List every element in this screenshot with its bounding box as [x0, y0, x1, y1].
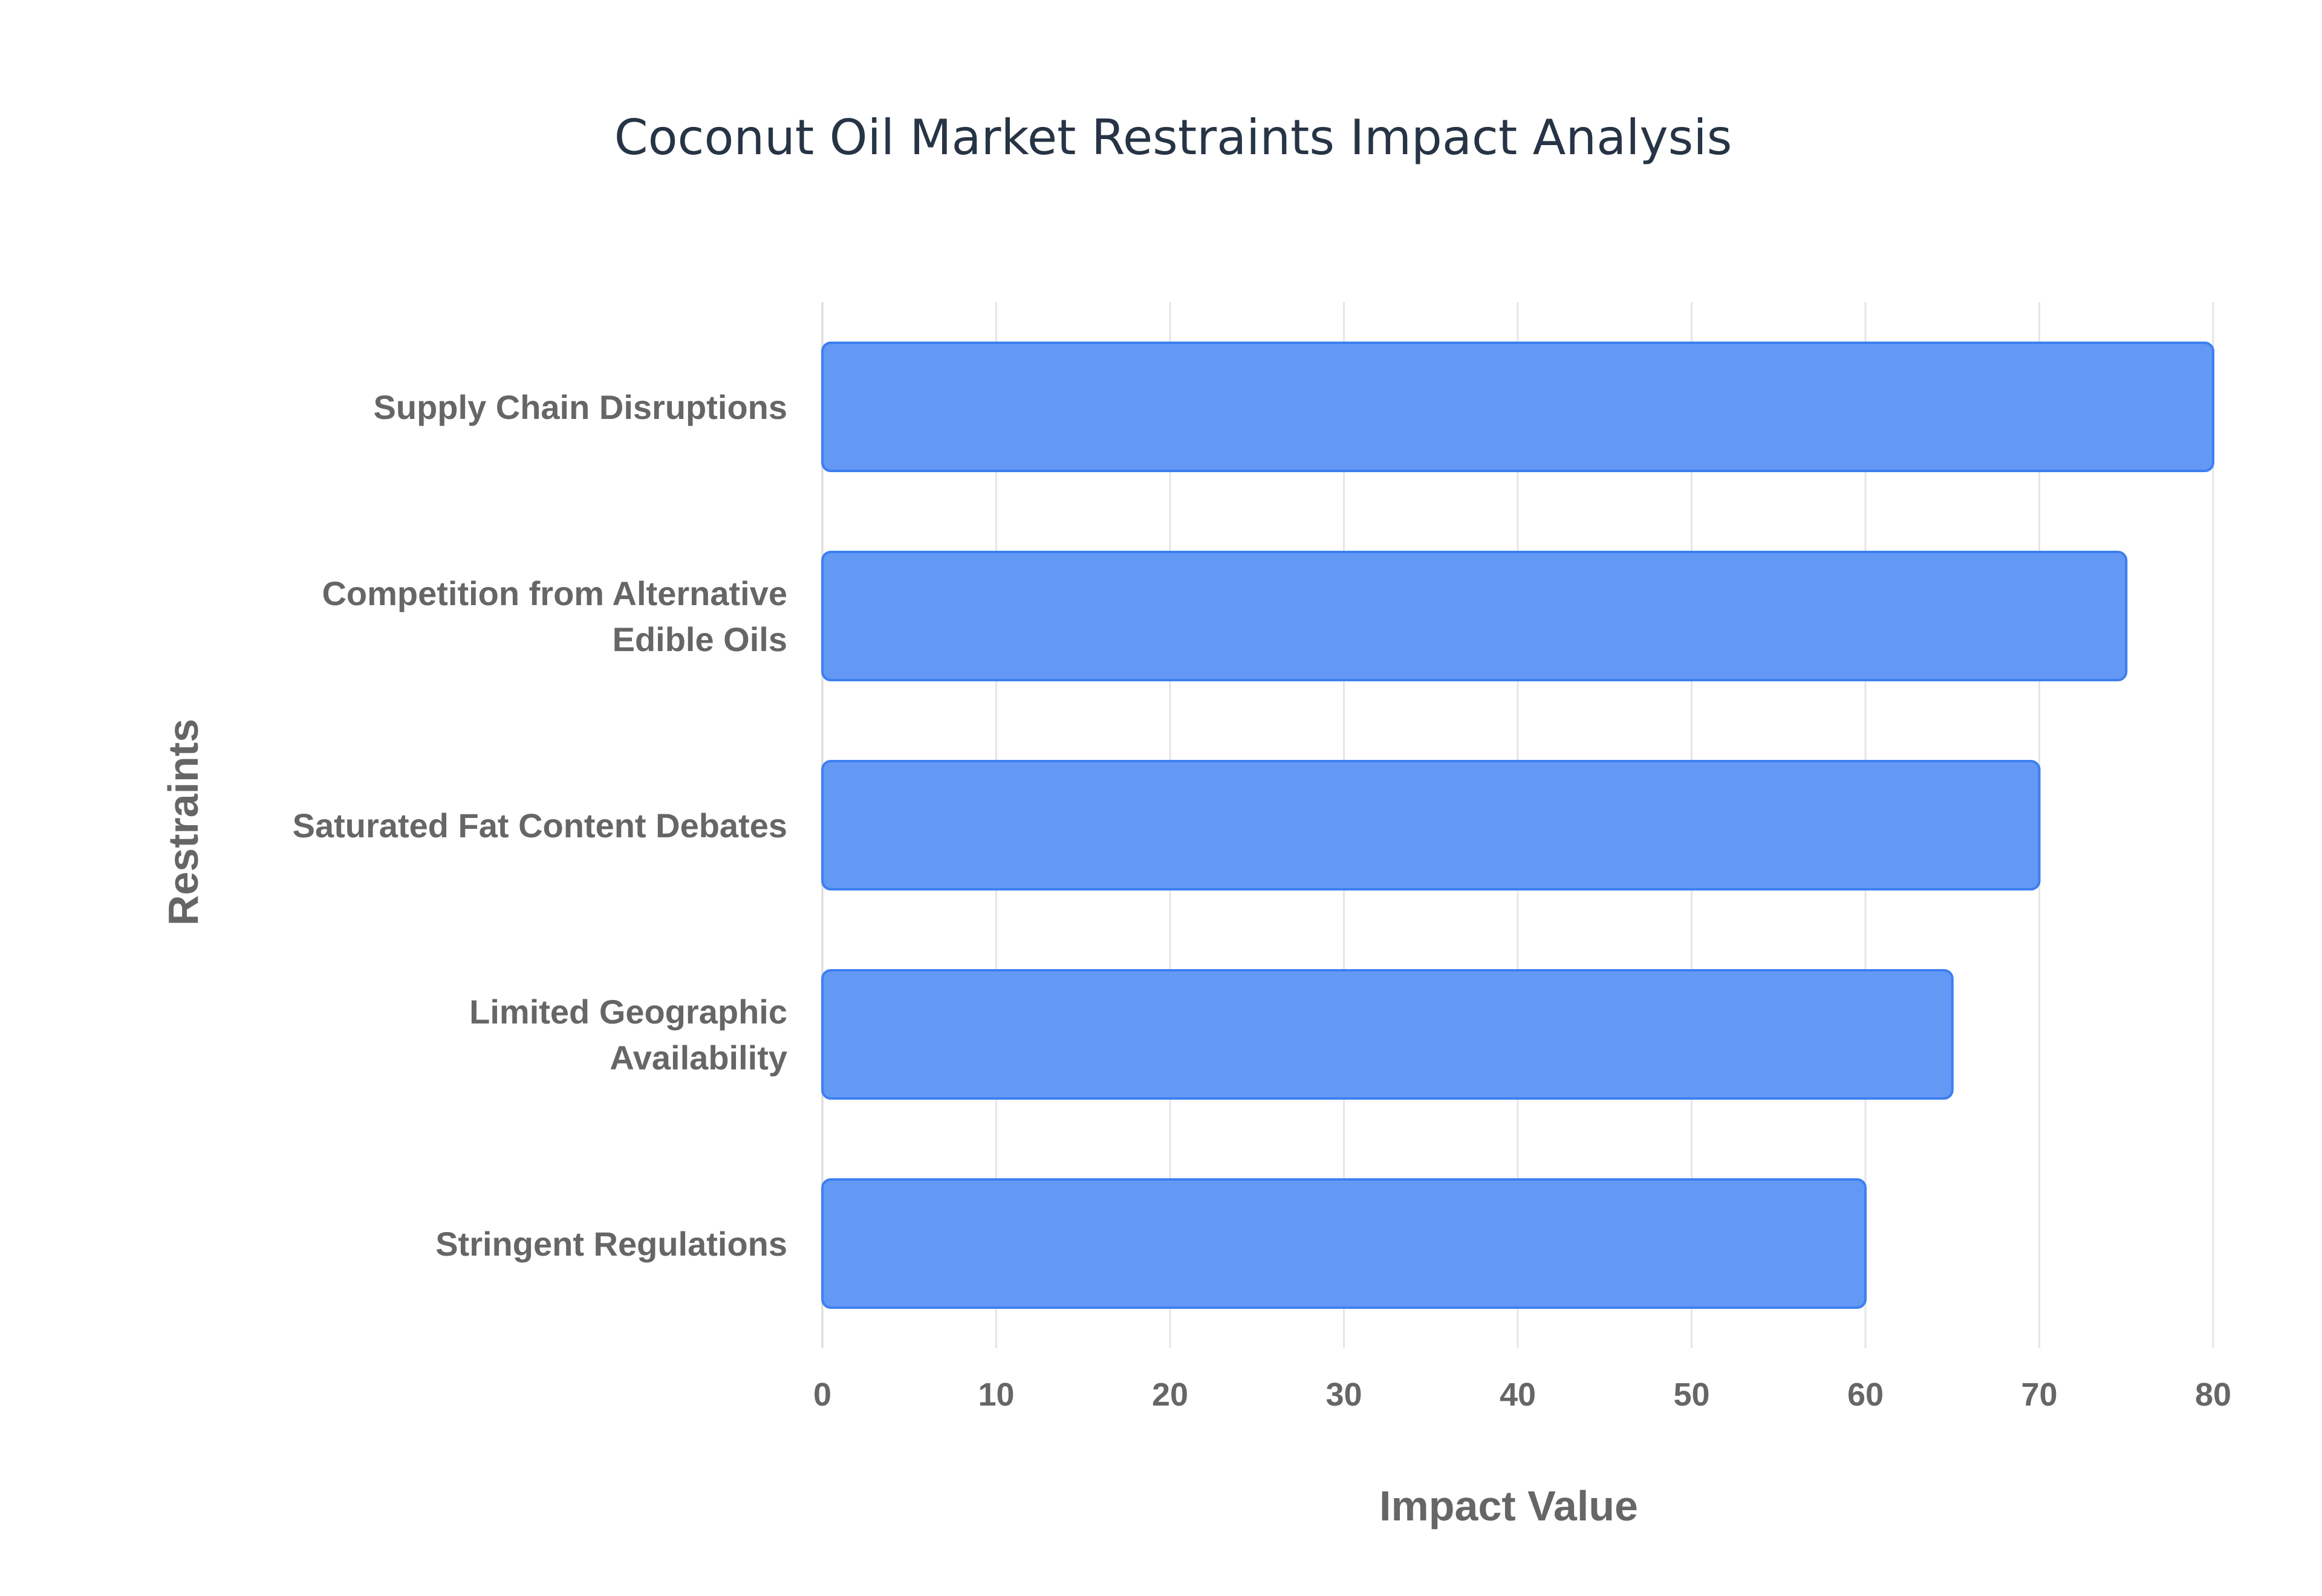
x-axis-ticks: 0 10 20 30 40 50 60 70 80 [813, 1377, 2231, 1413]
y-axis-category-labels: Supply Chain Disruptions Competition from… [293, 388, 787, 1263]
x-tick-label-70: 70 [2021, 1377, 2057, 1413]
x-axis-title: Impact Value [1379, 1482, 1638, 1529]
y-axis-title: Restraints [160, 719, 207, 926]
x-tick-label-0: 0 [813, 1377, 831, 1413]
x-tick-label-60: 60 [1847, 1377, 1884, 1413]
bar-3 [821, 969, 1954, 1100]
x-tick-label-40: 40 [1500, 1377, 1536, 1413]
x-tick-label-50: 50 [1673, 1377, 1709, 1413]
bar-2 [821, 760, 2041, 890]
x-tick-label-10: 10 [978, 1377, 1014, 1413]
bars [821, 342, 2214, 1309]
y-category-label-2: Saturated Fat Content Debates [293, 806, 787, 845]
bar-0 [821, 342, 2214, 472]
x-tick-label-80: 80 [2195, 1377, 2231, 1413]
x-tick-label-20: 20 [1152, 1377, 1188, 1413]
bar-4 [821, 1178, 1867, 1309]
y-category-label-0: Supply Chain Disruptions [374, 388, 787, 426]
chart-title: Coconut Oil Market Restraints Impact Ana… [614, 109, 1732, 166]
y-category-label-3: Limited Geographic Availability [469, 993, 787, 1077]
y-category-label-1: Competition from Alternative Edible Oils [322, 574, 787, 658]
y-category-label-4: Stringent Regulations [435, 1225, 787, 1263]
x-tick-label-30: 30 [1325, 1377, 1362, 1413]
bar-1 [821, 551, 2128, 681]
